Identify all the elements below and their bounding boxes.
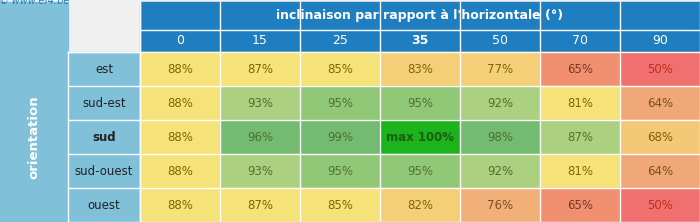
Text: 76%: 76%: [487, 198, 513, 212]
Bar: [380, 86, 460, 120]
Text: 90: 90: [652, 34, 668, 48]
Bar: [300, 86, 380, 120]
Bar: [380, 188, 460, 222]
Bar: [220, 120, 300, 154]
Text: 98%: 98%: [487, 131, 513, 143]
Text: 82%: 82%: [407, 198, 433, 212]
Text: 77%: 77%: [487, 63, 513, 75]
Bar: [220, 154, 300, 188]
Text: 87%: 87%: [247, 63, 273, 75]
Bar: [140, 2, 700, 30]
Text: 92%: 92%: [487, 165, 513, 178]
Text: 64%: 64%: [647, 97, 673, 109]
Text: 50%: 50%: [647, 198, 673, 212]
Text: 93%: 93%: [247, 97, 273, 109]
Text: sud: sud: [92, 131, 116, 143]
Text: 88%: 88%: [167, 198, 193, 212]
Text: 64%: 64%: [647, 165, 673, 178]
Bar: [140, 120, 220, 154]
Bar: [540, 188, 620, 222]
Bar: [220, 188, 300, 222]
Bar: [380, 154, 460, 188]
Bar: [0, 0, 700, 2]
Text: 88%: 88%: [167, 131, 193, 143]
Text: 81%: 81%: [567, 97, 593, 109]
Text: 93%: 93%: [247, 165, 273, 178]
Text: 68%: 68%: [647, 131, 673, 143]
Text: 95%: 95%: [407, 165, 433, 178]
Bar: [68, 0, 140, 2]
Bar: [68, 52, 140, 222]
Text: 95%: 95%: [327, 165, 353, 178]
Bar: [620, 188, 700, 222]
Bar: [140, 154, 220, 188]
Text: 96%: 96%: [247, 131, 273, 143]
Bar: [460, 52, 540, 86]
Bar: [540, 86, 620, 120]
Text: © www.ef4.be: © www.ef4.be: [0, 0, 69, 6]
Text: 88%: 88%: [167, 97, 193, 109]
Text: 95%: 95%: [407, 97, 433, 109]
Bar: [460, 154, 540, 188]
Text: 88%: 88%: [167, 165, 193, 178]
Text: 81%: 81%: [567, 165, 593, 178]
Bar: [460, 120, 540, 154]
Text: 99%: 99%: [327, 131, 353, 143]
Text: ouest: ouest: [88, 198, 120, 212]
Bar: [540, 52, 620, 86]
Text: max 100%: max 100%: [386, 131, 454, 143]
Bar: [460, 86, 540, 120]
Bar: [380, 120, 460, 154]
Bar: [380, 52, 460, 86]
Text: 15: 15: [252, 34, 268, 48]
Bar: [540, 154, 620, 188]
Bar: [140, 86, 220, 120]
Bar: [0, 2, 68, 222]
Text: 50%: 50%: [647, 63, 673, 75]
Bar: [220, 86, 300, 120]
Text: 70: 70: [572, 34, 588, 48]
Bar: [460, 188, 540, 222]
Text: 95%: 95%: [327, 97, 353, 109]
Text: inclinaison par rapport à l'horizontale (°): inclinaison par rapport à l'horizontale …: [276, 10, 564, 22]
Bar: [620, 86, 700, 120]
Bar: [220, 52, 300, 86]
Text: 85%: 85%: [327, 198, 353, 212]
Text: 87%: 87%: [567, 131, 593, 143]
Text: sud-est: sud-est: [82, 97, 126, 109]
Text: est: est: [95, 63, 113, 75]
Bar: [140, 188, 220, 222]
Text: 88%: 88%: [167, 63, 193, 75]
Text: 0: 0: [176, 34, 184, 48]
Bar: [620, 52, 700, 86]
Text: sud-ouest: sud-ouest: [75, 165, 133, 178]
Bar: [300, 52, 380, 86]
Text: 50: 50: [492, 34, 508, 48]
Bar: [300, 154, 380, 188]
Bar: [300, 188, 380, 222]
Text: 87%: 87%: [247, 198, 273, 212]
Bar: [540, 120, 620, 154]
Text: 85%: 85%: [327, 63, 353, 75]
Text: 25: 25: [332, 34, 348, 48]
Text: 35: 35: [412, 34, 428, 48]
Bar: [140, 52, 220, 86]
Text: 65%: 65%: [567, 63, 593, 75]
Bar: [300, 120, 380, 154]
Bar: [140, 30, 700, 52]
Text: orientation: orientation: [27, 95, 41, 179]
Text: 92%: 92%: [487, 97, 513, 109]
Bar: [620, 120, 700, 154]
Text: 83%: 83%: [407, 63, 433, 75]
Text: 65%: 65%: [567, 198, 593, 212]
Bar: [620, 154, 700, 188]
